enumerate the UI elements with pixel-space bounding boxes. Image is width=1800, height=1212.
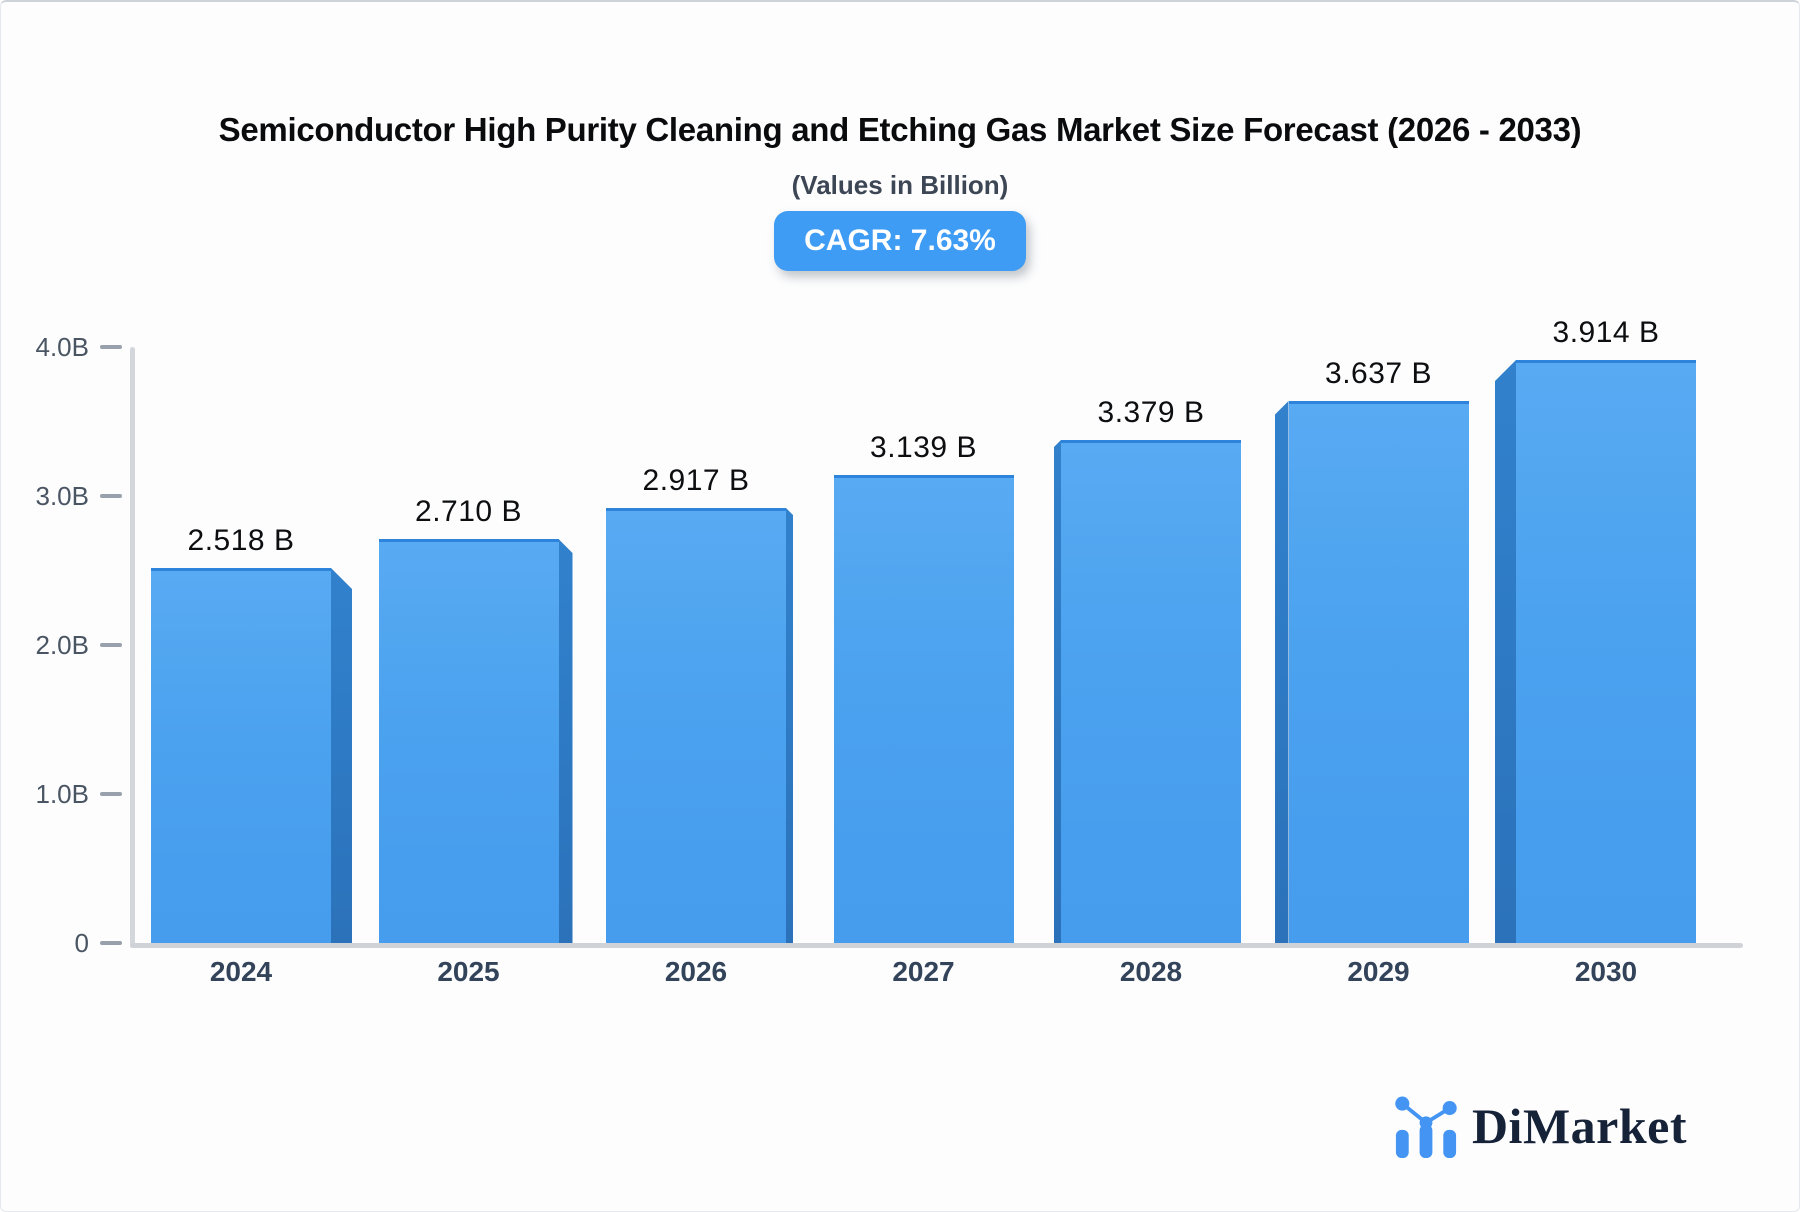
x-category-labels: 2024 2025 2026 2027 2028 2029 2030 [151,956,1696,988]
bar-value-label: 3.637 B [1325,357,1432,390]
bar: 3.914 B [1495,316,1696,943]
y-axis-line [130,347,135,948]
brand-name: DiMarket [1471,1098,1687,1154]
bar-side-face [1495,360,1516,943]
bar-value-label: 3.379 B [1097,396,1205,429]
bar-side-face [331,568,352,943]
y-tick-label: 3.0B [35,481,90,511]
bar-value-label: 2.710 B [415,495,522,528]
bar: 2.917 B [606,464,793,943]
y-tick-mark [100,941,122,945]
y-tick-label: 1.0B [35,779,90,809]
bar: 2.518 B [151,524,352,943]
bar-side-face [786,508,793,943]
cagr-badge: CAGR: 7.63% [774,210,1026,271]
bar: 3.139 B [833,431,1014,943]
x-category-label: 2027 [892,956,955,987]
x-category-label: 2028 [1119,956,1183,987]
x-category-label: 2025 [437,956,500,987]
y-tick-mark [100,494,122,498]
x-axis-line [130,943,1743,948]
bar-line-chart-icon [1395,1096,1457,1158]
bar-value-label: 2.518 B [187,524,295,557]
bar-value-label: 2.917 B [642,464,750,497]
chart-header: Semiconductor High Purity Cleaning and E… [1,106,1799,271]
bar: 3.637 B [1274,357,1469,943]
bar-value-label: 3.139 B [870,431,977,464]
bar-value-label: 3.914 B [1552,316,1660,349]
x-category-label: 2029 [1347,956,1410,987]
bar: 3.379 B [1054,396,1241,943]
bar-side-face [558,539,573,943]
bar-side-face [1274,401,1289,943]
chart-subtitle: (Values in Billion) [791,169,1009,200]
chart-title: Semiconductor High Purity Cleaning and E… [218,111,1582,148]
y-tick-mark [100,792,122,796]
x-category-label: 2030 [1574,956,1638,987]
bar: 2.710 B [378,495,573,943]
y-tick-label: 2.0B [35,630,90,660]
x-category-label: 2024 [209,956,273,987]
y-tick-mark [100,643,122,647]
y-tick-label: 4.0B [35,332,90,362]
y-tick-mark [100,345,122,349]
x-category-label: 2026 [664,956,728,987]
y-tick-label: 0 [74,928,89,958]
bar-side-face [1054,440,1061,943]
brand-logo: DiMarket [1394,1094,1687,1158]
bars-row: 2.518 B 2.710 B 2.917 B 3.139 B 3.379 B 3.637… [151,316,1696,943]
